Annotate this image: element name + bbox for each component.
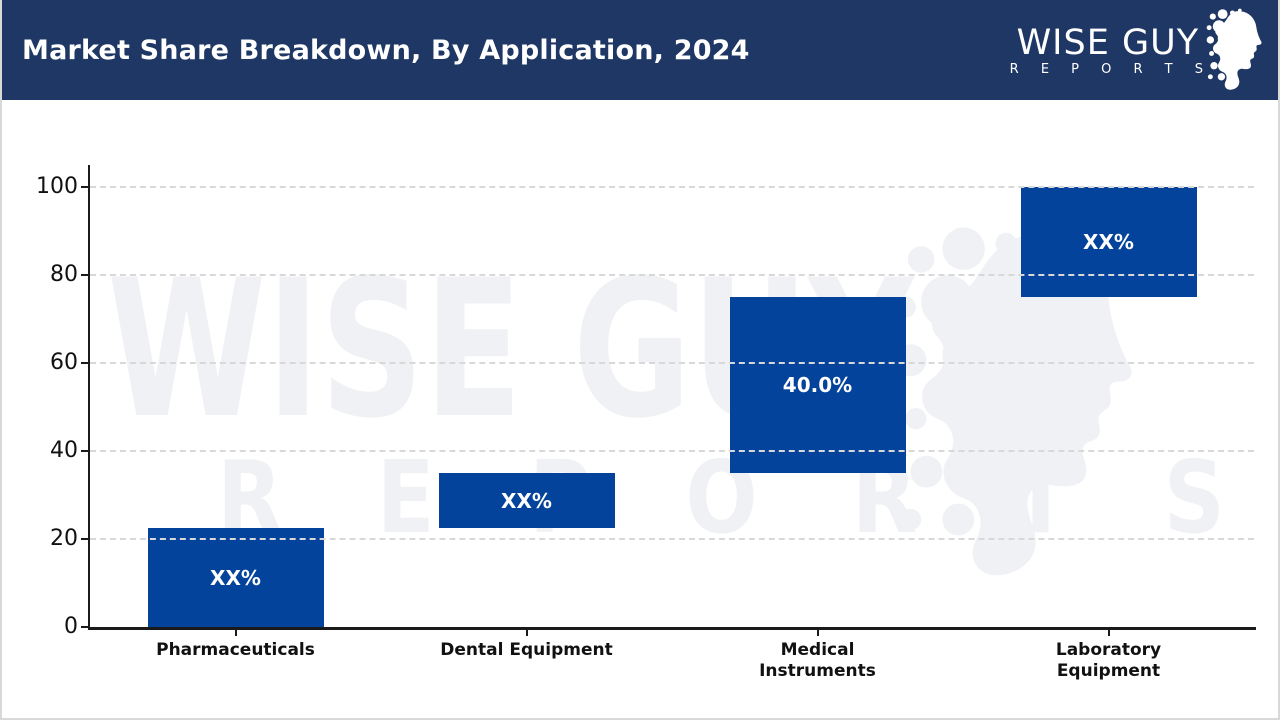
y-tick-label-20: 20 (50, 526, 78, 551)
category-label-2: Medical Instruments (668, 640, 968, 681)
y-tick-60 (81, 362, 89, 364)
bar-0 (147, 528, 324, 627)
brand-face-icon (1206, 8, 1262, 90)
category-label-1: Dental Equipment (377, 640, 677, 661)
brand-logo-text: WISE GUY R E P O R T S (1004, 22, 1212, 78)
y-tick-label-80: 80 (50, 262, 78, 287)
y-tick-40 (81, 450, 89, 452)
category-label-line: Laboratory (1055, 640, 1162, 660)
gridline-80 (90, 274, 1254, 276)
y-tick-label-0: 0 (64, 614, 78, 639)
bar-value-label-2: 40.0% (782, 373, 853, 397)
x-axis-line (88, 627, 1256, 630)
category-label-3: Laboratory Equipment (959, 640, 1259, 681)
y-tick-label-60: 60 (50, 350, 78, 375)
category-label-line: Instruments (759, 660, 876, 681)
y-tick-label-40: 40 (50, 438, 78, 463)
brand-logo: WISE GUY R E P O R T S (1004, 6, 1272, 96)
y-tick-80 (81, 274, 89, 276)
page-title: Market Share Breakdown, By Application, … (22, 34, 750, 66)
x-tick-3 (1107, 629, 1110, 636)
category-label-line: Equipment (1056, 660, 1161, 681)
x-tick-2 (816, 629, 819, 636)
x-tick-0 (234, 629, 237, 636)
header-bar: Market Share Breakdown, By Application, … (2, 0, 1278, 100)
y-tick-100 (81, 186, 89, 188)
gridline-20 (90, 538, 1254, 540)
category-label-line: Dental Equipment (440, 640, 613, 660)
bar-value-label-0: XX% (210, 565, 261, 590)
category-label-0: Pharmaceuticals (86, 640, 386, 661)
brand-name: WISE GUY (1016, 22, 1200, 63)
x-tick-1 (525, 629, 528, 636)
bar-2 (729, 297, 906, 473)
category-label-line: Medical (780, 640, 855, 660)
category-label-line: Pharmaceuticals (156, 640, 315, 660)
y-axis-line (88, 165, 90, 629)
bar-1 (438, 473, 615, 528)
y-tick-label-100: 100 (36, 174, 78, 199)
gridline-100 (90, 186, 1254, 188)
bar-3 (1020, 187, 1197, 297)
gridline-60 (90, 362, 1254, 364)
gridline-40 (90, 450, 1254, 452)
y-tick-20 (81, 538, 89, 540)
brand-subtitle: R E P O R T S (1009, 62, 1212, 78)
bar-value-label-3: XX% (1083, 230, 1134, 254)
y-tick-0 (81, 626, 89, 628)
bar-value-label-1: XX% (501, 488, 552, 513)
